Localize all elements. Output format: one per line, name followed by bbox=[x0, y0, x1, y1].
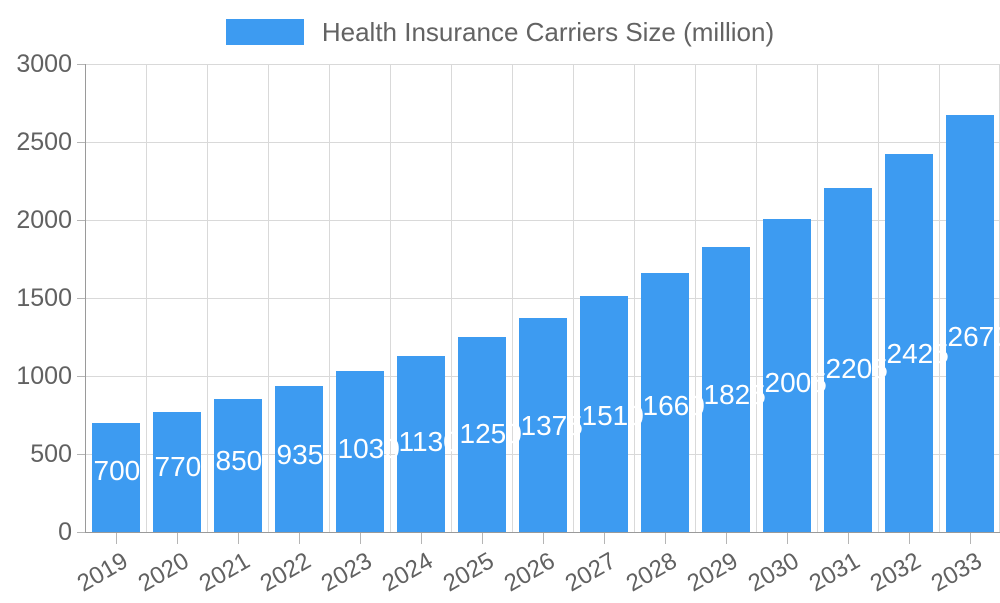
y-tick-mark bbox=[77, 376, 85, 377]
y-axis-line bbox=[85, 64, 86, 533]
y-tick-label: 1500 bbox=[2, 286, 72, 311]
gridline-vertical bbox=[573, 64, 574, 532]
gridline-horizontal bbox=[85, 142, 1000, 143]
chart-legend: Health Insurance Carriers Size (million) bbox=[0, 14, 1000, 50]
x-tick-mark bbox=[787, 533, 788, 544]
bar-value-label: 700 bbox=[94, 457, 141, 485]
bar-value-label: 1030 bbox=[338, 435, 400, 463]
bar-value-label: 935 bbox=[277, 441, 324, 469]
bar-value-label: 1660 bbox=[643, 392, 705, 420]
x-tick-label: 2022 bbox=[247, 549, 314, 602]
x-tick-label: 2032 bbox=[857, 549, 924, 602]
x-tick-mark bbox=[665, 533, 666, 544]
y-tick-mark bbox=[77, 454, 85, 455]
gridline-horizontal bbox=[85, 64, 1000, 65]
x-tick-mark bbox=[909, 533, 910, 544]
gridline-vertical bbox=[634, 64, 635, 532]
y-tick-mark bbox=[77, 532, 85, 533]
gridline-vertical bbox=[329, 64, 330, 532]
x-tick-label: 2023 bbox=[308, 549, 375, 602]
x-tick-mark bbox=[970, 533, 971, 544]
x-tick-mark bbox=[604, 533, 605, 544]
x-tick-mark bbox=[726, 533, 727, 544]
y-tick-label: 2500 bbox=[2, 130, 72, 155]
bar-value-label: 1510 bbox=[582, 402, 644, 430]
x-tick-mark bbox=[116, 533, 117, 544]
bar-value-label: 1130 bbox=[399, 428, 459, 456]
gridline-vertical bbox=[207, 64, 208, 532]
x-tick-mark bbox=[421, 533, 422, 544]
gridline-vertical bbox=[939, 64, 940, 532]
x-tick-label: 2028 bbox=[613, 549, 680, 602]
y-tick-label: 1000 bbox=[2, 364, 72, 389]
bar-value-label: 2205 bbox=[826, 355, 888, 383]
y-axis-labels: 0 500 1000 1500 2000 2500 3000 bbox=[0, 0, 72, 600]
x-tick-mark bbox=[299, 533, 300, 544]
gridline-vertical bbox=[756, 64, 757, 532]
x-tick-label: 2033 bbox=[918, 549, 985, 602]
x-tick-label: 2031 bbox=[796, 549, 863, 602]
bar-value-label: 850 bbox=[216, 447, 263, 475]
y-tick-mark bbox=[77, 64, 85, 65]
x-tick-mark bbox=[482, 533, 483, 544]
legend-label: Health Insurance Carriers Size (million) bbox=[322, 19, 774, 45]
legend-swatch-icon bbox=[226, 19, 304, 45]
x-tick-label: 2021 bbox=[186, 549, 253, 602]
x-tick-label: 2024 bbox=[369, 549, 436, 602]
gridline-vertical bbox=[268, 64, 269, 532]
x-tick-mark bbox=[177, 533, 178, 544]
x-tick-mark bbox=[360, 533, 361, 544]
bar-value-label: 2005 bbox=[765, 369, 827, 397]
x-tick-mark bbox=[848, 533, 849, 544]
y-tick-label: 0 bbox=[2, 520, 72, 545]
bar-value-label: 1825 bbox=[704, 381, 766, 409]
gridline-vertical bbox=[451, 64, 452, 532]
y-tick-label: 3000 bbox=[2, 52, 72, 77]
bar-value-label: 1250 bbox=[460, 420, 522, 448]
x-tick-label: 2029 bbox=[674, 549, 741, 602]
y-tick-label: 2000 bbox=[2, 208, 72, 233]
gridline-vertical bbox=[878, 64, 879, 532]
bar-value-label: 1375 bbox=[521, 412, 583, 440]
gridline-vertical bbox=[146, 64, 147, 532]
x-tick-label: 2030 bbox=[735, 549, 802, 602]
x-tick-label: 2027 bbox=[552, 549, 619, 602]
x-tick-label: 2019 bbox=[64, 549, 131, 602]
x-tick-label: 2026 bbox=[491, 549, 558, 602]
y-tick-mark bbox=[77, 142, 85, 143]
x-tick-label: 2020 bbox=[125, 549, 192, 602]
y-tick-mark bbox=[77, 298, 85, 299]
bar-value-label: 2425 bbox=[887, 340, 949, 368]
gridline-vertical bbox=[512, 64, 513, 532]
bar-value-label: 2670 bbox=[948, 323, 1000, 351]
bar-value-label: 770 bbox=[155, 453, 202, 481]
y-tick-label: 500 bbox=[2, 442, 72, 467]
y-tick-mark bbox=[77, 220, 85, 221]
x-tick-mark bbox=[238, 533, 239, 544]
x-tick-label: 2025 bbox=[430, 549, 497, 602]
x-tick-mark bbox=[543, 533, 544, 544]
gridline-vertical bbox=[817, 64, 818, 532]
gridline-vertical bbox=[695, 64, 696, 532]
